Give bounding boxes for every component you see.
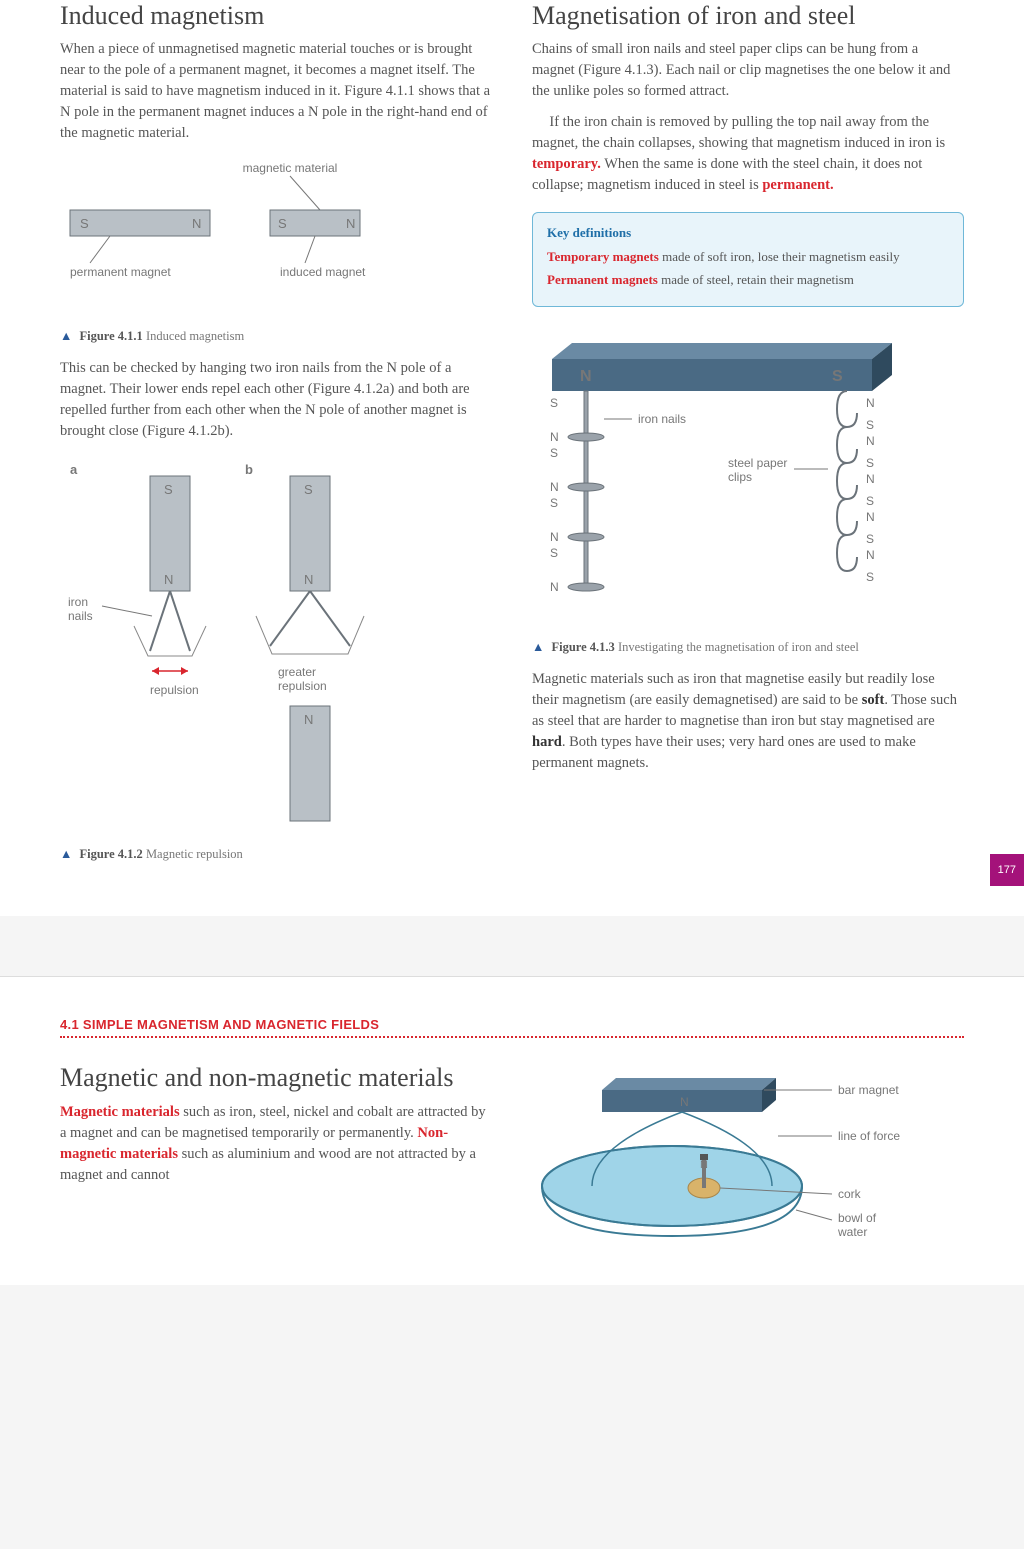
two-column-layout-2: Magnetic and non-magnetic materials Magn… [60, 1062, 964, 1255]
heading-induced: Induced magnetism [60, 0, 492, 31]
p2-1a: Magnetic materials [60, 1104, 180, 1120]
caption-triangle-icon: ▲ [60, 329, 72, 343]
p2a: If the iron chain is removed by pulling … [532, 114, 945, 151]
pole-lbl: N [550, 580, 559, 594]
two-column-layout: Induced magnetism When a piece of unmagn… [60, 0, 964, 876]
pole-lbl: N [866, 548, 875, 562]
pole-n2: N [346, 216, 355, 231]
def-temp-text: made of soft iron, lose their magnetism … [659, 249, 900, 264]
para-mag-1: Chains of small iron nails and steel pap… [532, 39, 964, 102]
pole-n: N [192, 216, 201, 231]
pole-lbl: S [866, 532, 874, 546]
caption-text-3: Investigating the magnetisation of iron … [615, 640, 859, 654]
pole-s: S [80, 216, 89, 231]
pole-lbl: N [866, 396, 875, 410]
caption-text: Induced magnetism [143, 329, 244, 343]
bowl-pole-n: N [680, 1095, 689, 1109]
label-magnetic-material: magnetic material [243, 161, 338, 175]
right-column-2: N N bar magnet line of force cork [532, 1062, 964, 1255]
dotted-rule [60, 1036, 964, 1038]
label-line-force: line of force [838, 1129, 900, 1143]
pole-lbl: N [550, 530, 559, 544]
label-greater: greaterrepulsion [278, 665, 327, 693]
def-temporary: Temporary magnets made of soft iron, los… [547, 247, 949, 267]
caption-bold-3: Figure 4.1.3 [552, 640, 615, 654]
page-2: 4.1 SIMPLE MAGNETISM AND MAGNETIC FIELDS… [0, 976, 1024, 1285]
label-bowl: bowl ofwater [837, 1211, 877, 1239]
para-mag-3: Magnetic materials such as iron that mag… [532, 669, 964, 774]
bar-pole-n: N [580, 368, 592, 385]
pole-lbl: N [866, 472, 875, 486]
pole-lbl: S [866, 456, 874, 470]
pole-lbl: N [866, 434, 875, 448]
para-materials: Magnetic materials such as iron, steel, … [60, 1102, 492, 1186]
figure-bowl: N N bar magnet line of force cork [532, 1076, 964, 1251]
page-1: Induced magnetism When a piece of unmagn… [0, 0, 1024, 916]
pole-lbl: S [866, 570, 874, 584]
keybox-title: Key definitions [547, 223, 949, 243]
pole-lbl: S [866, 494, 874, 508]
def-permanent: Permanent magnets made of steel, retain … [547, 270, 949, 290]
p3d: hard [532, 734, 562, 750]
label-iron-nails: ironnails [68, 595, 93, 623]
figure-4-1-3: N S S N S N S N S N [532, 329, 964, 634]
section-heading: 4.1 SIMPLE MAGNETISM AND MAGNETIC FIELDS [60, 1017, 964, 1032]
pole-lbl: N [550, 480, 559, 494]
pole-lbl: S [866, 418, 874, 432]
p3b: soft [862, 692, 885, 708]
pole-n-b: N [304, 572, 313, 587]
caption-bold: Figure 4.1.1 [80, 329, 143, 343]
label-repulsion: repulsion [150, 683, 199, 697]
caption-4-1-1: ▲ Figure 4.1.1 Induced magnetism [60, 329, 492, 344]
term-perm: Permanent magnets [547, 272, 658, 287]
caption-triangle-icon-2: ▲ [60, 847, 72, 861]
label-a: a [70, 462, 78, 477]
figure-4-1-1: magnetic material S N S N permanent magn… [60, 158, 492, 323]
pole-n-b2: N [304, 712, 313, 727]
label-steel-clips: steel paperclips [728, 456, 787, 484]
left-column-2: Magnetic and non-magnetic materials Magn… [60, 1062, 492, 1255]
figure-4-1-2: a b S N repulsion [60, 456, 492, 841]
para-induced-2: This can be checked by hanging two iron … [60, 358, 492, 442]
label-cork: cork [838, 1187, 862, 1201]
label-permanent: permanent magnet [70, 265, 171, 279]
iron-nail-chain: S N S N S N S N [550, 391, 604, 594]
p3e: . Both types have their uses; very hard … [532, 734, 916, 771]
p2b: temporary. [532, 156, 601, 172]
needle-n: N [700, 1159, 708, 1171]
label-induced: induced magnet [280, 265, 366, 279]
pole-lbl: S [550, 496, 558, 510]
para-induced-1: When a piece of unmagnetised magnetic ma… [60, 39, 492, 144]
pole-s2: S [278, 216, 287, 231]
label-bar-magnet: bar magnet [838, 1083, 899, 1097]
pole-lbl: S [550, 546, 558, 560]
caption-4-1-2: ▲ Figure 4.1.2 Magnetic repulsion [60, 847, 492, 862]
heading-magnetisation: Magnetisation of iron and steel [532, 0, 964, 31]
caption-triangle-icon-3: ▲ [532, 640, 544, 654]
caption-text-2: Magnetic repulsion [143, 847, 243, 861]
heading-magnetic-nonmagnetic: Magnetic and non-magnetic materials [60, 1062, 492, 1093]
label-b: b [245, 462, 253, 477]
pole-s-b: S [304, 482, 313, 497]
bar-pole-s: S [832, 368, 843, 385]
pole-s-a: S [164, 482, 173, 497]
caption-bold-2: Figure 4.1.2 [80, 847, 143, 861]
label-iron-nails-413: iron nails [638, 412, 686, 426]
left-column: Induced magnetism When a piece of unmagn… [60, 0, 492, 876]
key-definitions-box: Key definitions Temporary magnets made o… [532, 212, 964, 307]
right-column: Magnetisation of iron and steel Chains o… [532, 0, 964, 876]
caption-4-1-3: ▲ Figure 4.1.3 Investigating the magneti… [532, 640, 964, 655]
pole-n-a: N [164, 572, 173, 587]
pole-lbl: S [550, 396, 558, 410]
term-temp: Temporary magnets [547, 249, 659, 264]
p2d: permanent. [762, 177, 833, 193]
pole-lbl: N [866, 510, 875, 524]
page-number: 177 [990, 854, 1024, 886]
pole-lbl: S [550, 446, 558, 460]
def-perm-text: made of steel, retain their magnetism [658, 272, 854, 287]
pole-lbl: N [550, 430, 559, 444]
steel-clip-chain [837, 391, 857, 571]
para-mag-2: If the iron chain is removed by pulling … [532, 112, 964, 196]
